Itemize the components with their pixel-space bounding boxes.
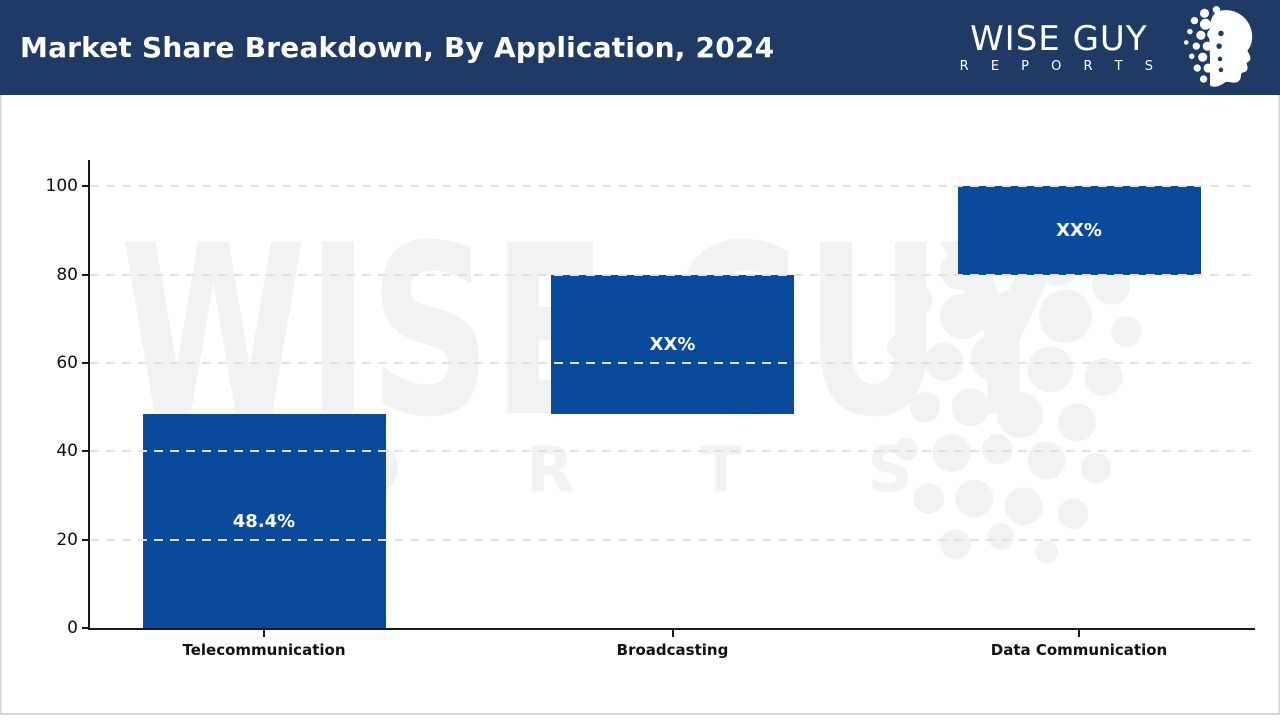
plot: 0 20 40 60 80 100 48.4% XX% XX% Telecommunication… <box>2 95 1278 713</box>
x-category-label-2: Data Communication <box>990 641 1168 659</box>
x-category-label-1: Broadcasting <box>616 641 729 659</box>
y-tick-label-60: 60 <box>56 353 78 374</box>
logo-face-icon <box>1183 5 1253 87</box>
bar-broadcasting[interactable]: XX% <box>551 274 794 415</box>
wise-guy-logo: WISE GUY R E P O R T S <box>956 5 1256 90</box>
bar-data-communication[interactable]: XX% <box>957 186 1201 275</box>
y-tick-label-80: 80 <box>56 264 78 285</box>
y-tick-label-100: 100 <box>45 176 78 197</box>
y-tick-label-0: 0 <box>67 618 78 638</box>
bar-value-label: 48.4% <box>232 510 296 532</box>
y-tick-mark-20 <box>82 538 90 541</box>
x-tick-mark-0 <box>263 630 265 637</box>
logo-wordmark-line1: WISE GUY <box>970 18 1148 59</box>
bar-telecommunication[interactable]: 48.4% <box>142 414 386 628</box>
y-tick-label-20: 20 <box>56 529 78 550</box>
y-tick-label-40: 40 <box>56 441 78 462</box>
y-tick-mark-60 <box>82 362 90 365</box>
y-tick-mark-100 <box>82 185 90 188</box>
gridline-60 <box>90 362 1255 365</box>
header: Market Share Breakdown, By Application, … <box>0 0 1280 95</box>
y-tick-mark-80 <box>82 273 90 276</box>
x-axis-spine <box>88 628 1255 630</box>
x-category-label-0: Telecommunication <box>182 641 346 659</box>
gridline-100 <box>90 185 1255 188</box>
chart-area: WISE GUY P O R T S <box>0 95 1280 715</box>
gridline-20 <box>90 538 1255 541</box>
gridline-40 <box>90 450 1255 453</box>
logo-wordmark: WISE GUY R E P O R T S <box>956 22 1162 74</box>
page-title: Market Share Breakdown, By Application, … <box>20 31 775 64</box>
y-tick-mark-40 <box>82 450 90 453</box>
gridline-80 <box>90 273 1255 276</box>
logo-wordmark-line2: R E P O R T S <box>959 58 1162 74</box>
y-tick-mark-0 <box>82 627 90 629</box>
y-axis-spine <box>88 160 90 630</box>
x-tick-mark-2 <box>1078 630 1080 637</box>
bar-value-label: XX% <box>1056 220 1102 242</box>
x-tick-mark-1 <box>671 630 674 637</box>
bar-value-label: XX% <box>649 334 696 356</box>
